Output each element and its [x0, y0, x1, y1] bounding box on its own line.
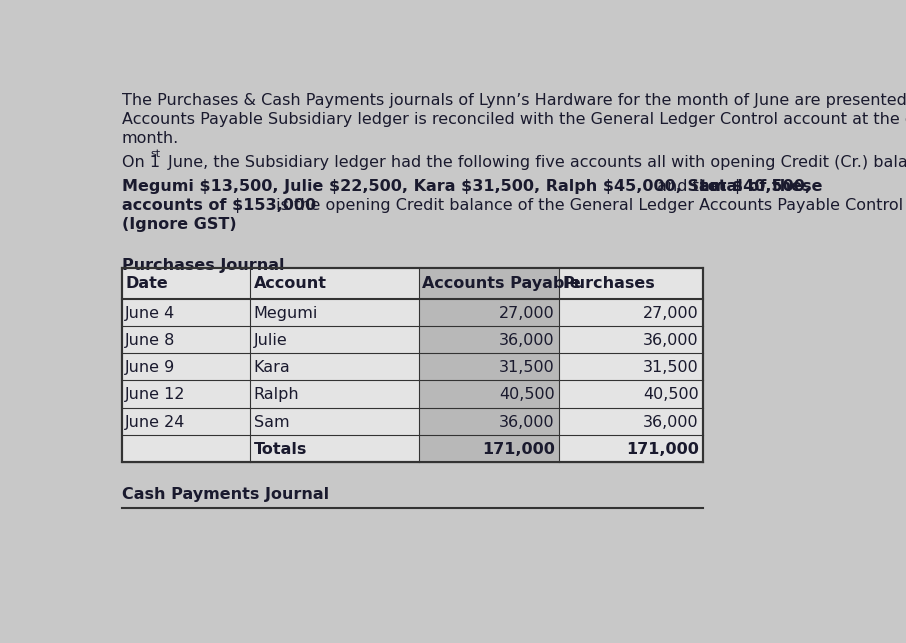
Text: Sam: Sam: [254, 415, 289, 430]
Text: June, the Subsidiary ledger had the following five accounts all with opening Cre: June, the Subsidiary ledger had the foll…: [163, 156, 906, 170]
Text: Account: Account: [254, 275, 327, 291]
Bar: [419, 408, 559, 435]
Text: June 4: June 4: [125, 305, 176, 321]
Text: Julie: Julie: [254, 333, 287, 348]
Text: Kara: Kara: [254, 360, 291, 375]
Text: Cash Payments Journal: Cash Payments Journal: [121, 487, 329, 502]
Text: month.: month.: [121, 131, 178, 145]
Text: June 9: June 9: [125, 360, 176, 375]
Text: accounts of $153,000: accounts of $153,000: [121, 198, 316, 213]
Text: 36,000: 36,000: [643, 333, 699, 348]
Bar: [121, 268, 703, 462]
Text: 27,000: 27,000: [643, 305, 699, 321]
Text: 36,000: 36,000: [499, 333, 554, 348]
Text: 36,000: 36,000: [499, 415, 554, 430]
Text: is the opening Credit balance of the General Ledger Accounts Payable Control Acc: is the opening Credit balance of the Gen…: [271, 198, 906, 213]
Text: Megumi: Megumi: [254, 305, 318, 321]
Bar: [419, 381, 559, 408]
Bar: [419, 268, 559, 299]
Text: The Purchases & Cash Payments journals of Lynn’s Hardware for the month of June : The Purchases & Cash Payments journals o…: [121, 93, 906, 108]
Text: Totals: Totals: [254, 442, 307, 457]
Text: 40,500: 40,500: [643, 387, 699, 403]
Text: total of these: total of these: [699, 179, 822, 194]
Text: Accounts Payable: Accounts Payable: [422, 275, 581, 291]
Text: 171,000: 171,000: [626, 442, 699, 457]
Text: Purchases: Purchases: [563, 275, 655, 291]
Text: 40,500: 40,500: [499, 387, 554, 403]
Text: 31,500: 31,500: [643, 360, 699, 375]
Text: 171,000: 171,000: [482, 442, 554, 457]
Bar: [419, 353, 559, 381]
Text: Megumi $13,500, Julie $22,500, Kara $31,500, Ralph $45,000, Sam $40,500,: Megumi $13,500, Julie $22,500, Kara $31,…: [121, 179, 811, 194]
Text: June 12: June 12: [125, 387, 186, 403]
Text: (Ignore GST): (Ignore GST): [121, 217, 236, 231]
Text: June 24: June 24: [125, 415, 186, 430]
Text: June 8: June 8: [125, 333, 176, 348]
Text: Ralph: Ralph: [254, 387, 299, 403]
Text: On 1: On 1: [121, 156, 159, 170]
Text: Purchases Journal: Purchases Journal: [121, 258, 284, 273]
Text: 27,000: 27,000: [499, 305, 554, 321]
Text: 31,500: 31,500: [499, 360, 554, 375]
Bar: [419, 326, 559, 353]
Bar: [419, 435, 559, 462]
Text: Date: Date: [125, 275, 168, 291]
Text: and the: and the: [651, 179, 724, 194]
Text: 36,000: 36,000: [643, 415, 699, 430]
Text: st: st: [150, 149, 160, 159]
Text: Accounts Payable Subsidiary ledger is reconciled with the General Ledger Control: Accounts Payable Subsidiary ledger is re…: [121, 112, 906, 127]
Bar: [419, 299, 559, 326]
